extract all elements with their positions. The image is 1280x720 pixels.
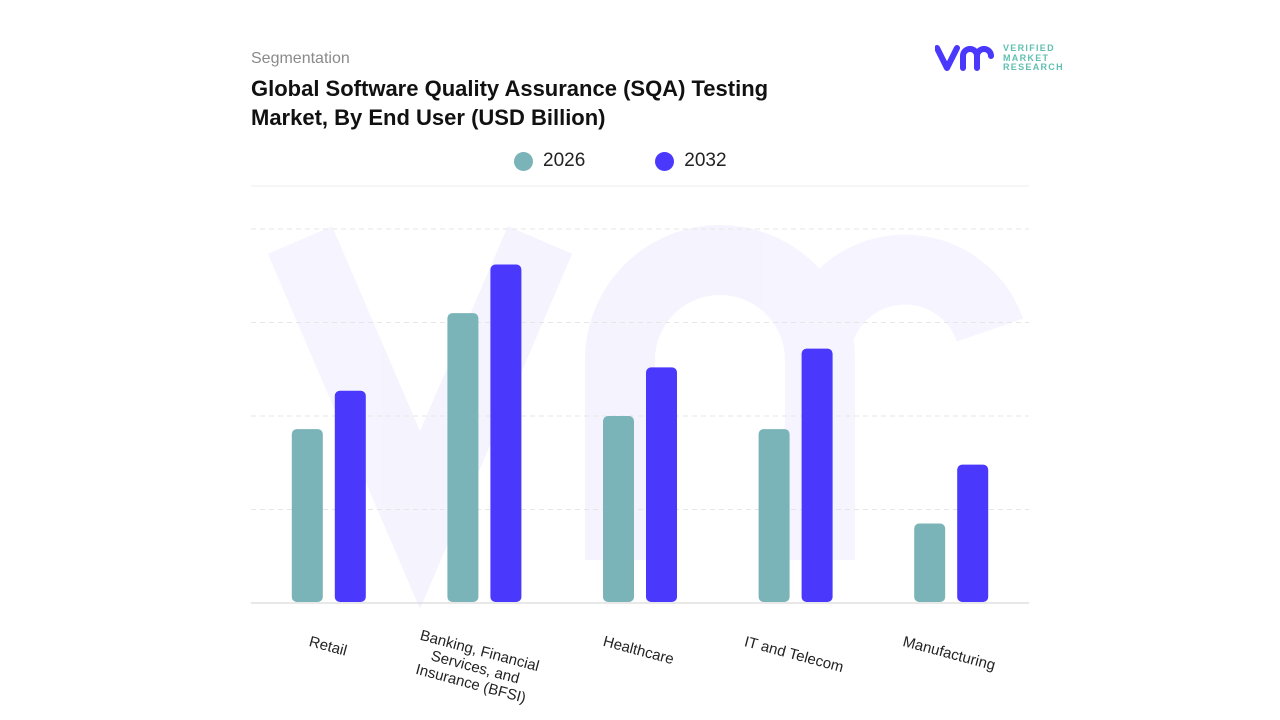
legend-item-2026: 2026 xyxy=(514,150,585,172)
logo-text: VERIFIED MARKET RESEARCH xyxy=(1003,43,1064,73)
bar-2032-manufacturing xyxy=(957,464,989,602)
bar-2026-banking-financial-services-and-insurance-bfsi- xyxy=(447,313,479,602)
logo-line: MARKET xyxy=(1003,52,1050,63)
bar-2032-retail xyxy=(334,390,366,602)
bar-2032-it-and-telecom xyxy=(801,348,833,602)
bar-2026-retail xyxy=(291,429,323,602)
logo: VERIFIED MARKET RESEARCH xyxy=(935,43,1064,73)
chart-title: Global Software Quality Assurance (SQA) … xyxy=(251,76,769,130)
segment-label: Segmentation xyxy=(251,50,350,67)
bar-2026-healthcare xyxy=(603,416,634,602)
bar-2026-it-and-telecom xyxy=(758,429,790,602)
legend-marker-2026 xyxy=(514,151,533,171)
legend-marker-2032 xyxy=(655,151,675,171)
bar-2026-manufacturing xyxy=(914,523,946,602)
logo-line: VERIFIED xyxy=(1003,43,1055,53)
bar-2032-banking-financial-services-and-insurance-bfsi- xyxy=(490,264,522,602)
vmr-logo-icon xyxy=(935,45,994,72)
bar-2032-healthcare xyxy=(646,367,677,602)
legend-label: 2032 xyxy=(684,150,727,171)
watermark xyxy=(267,225,1024,609)
logo-line: RESEARCH xyxy=(1003,62,1064,72)
legend-item-2032: 2032 xyxy=(655,150,727,172)
legend: 2026 2032 xyxy=(514,150,727,172)
legend-label: 2026 xyxy=(543,150,586,171)
